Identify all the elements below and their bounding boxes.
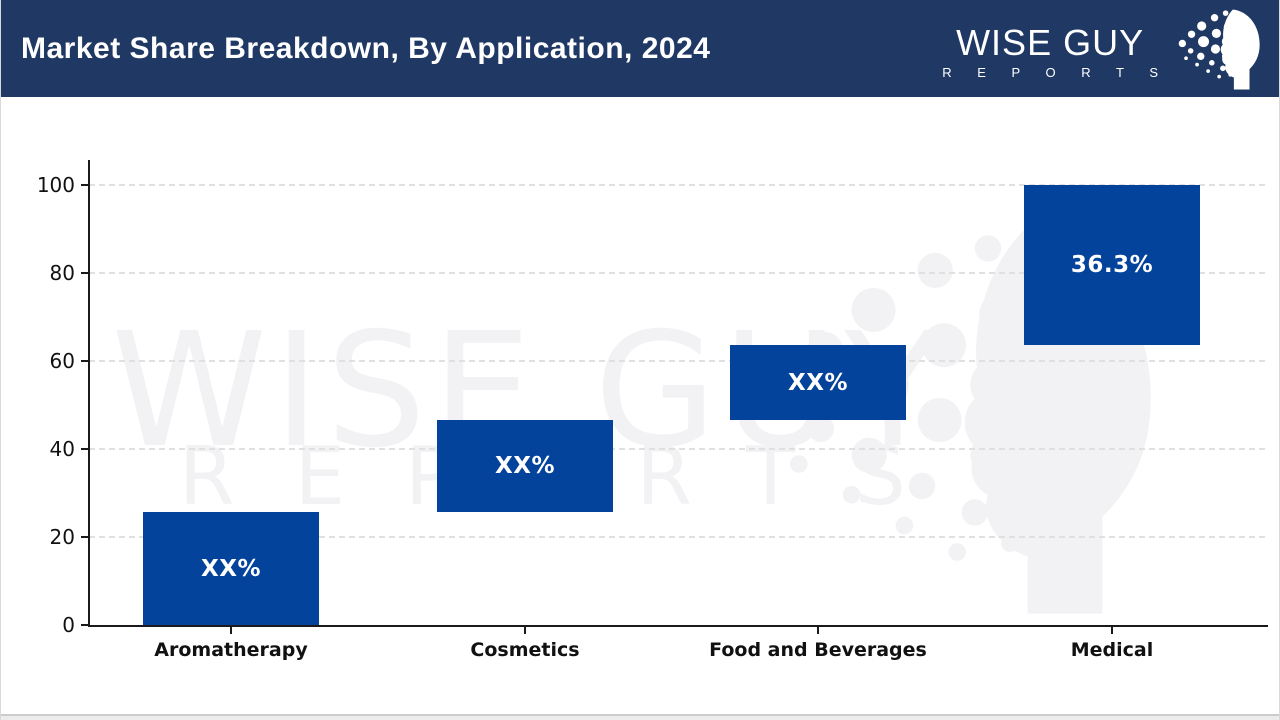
x-axis-line (88, 625, 1268, 627)
bar: XX% (143, 512, 319, 625)
x-tick-mark (524, 627, 526, 634)
bar-value-label: XX% (200, 555, 261, 582)
gridline (89, 448, 1265, 450)
logo-text: WISE GUY R E P O R T S (931, 21, 1169, 80)
x-tick-label: Food and Beverages (709, 639, 927, 661)
dotted-head-icon (1178, 8, 1260, 89)
y-tick-label: 60 (49, 349, 75, 373)
y-tick-label: 100 (36, 173, 75, 197)
y-tick-mark (81, 360, 88, 362)
y-tick-label: 0 (62, 613, 75, 637)
x-tick-label: Aromatherapy (154, 639, 308, 661)
x-tick-label: Cosmetics (470, 639, 580, 661)
gridline (89, 536, 1265, 538)
header-bar: Market Share Breakdown, By Application, … (1, 0, 1279, 97)
gridline (89, 184, 1265, 186)
y-tick-label: 20 (49, 525, 75, 549)
bar: XX% (437, 420, 613, 513)
y-tick-mark (81, 184, 88, 186)
bottom-strip (1, 714, 1279, 720)
x-tick-mark (230, 627, 232, 634)
page-title: Market Share Breakdown, By Application, … (21, 31, 711, 65)
y-tick-mark (81, 624, 88, 626)
logo-wordmark: WISE GUY (956, 21, 1145, 63)
x-tick-label: Medical (1070, 639, 1154, 661)
gridline (89, 272, 1265, 274)
bar-value-label: 36.3% (1070, 251, 1154, 278)
y-tick-mark (81, 272, 88, 274)
bar-value-label: XX% (494, 453, 555, 480)
bar-value-label: XX% (787, 369, 848, 396)
y-axis-line (88, 160, 90, 627)
x-tick-mark (1111, 627, 1113, 634)
y-tick-label: 80 (49, 261, 75, 285)
y-tick-label: 40 (49, 437, 75, 461)
y-tick-mark (81, 448, 88, 450)
bar: XX% (730, 344, 906, 421)
gridline (89, 360, 1265, 362)
bar: 36.3% (1024, 185, 1200, 345)
x-tick-mark (817, 627, 819, 634)
wise-guy-logo: WISE GUY R E P O R T S (931, 6, 1267, 92)
y-tick-mark (81, 536, 88, 538)
logo-subtitle: R E P O R T S (942, 64, 1169, 80)
